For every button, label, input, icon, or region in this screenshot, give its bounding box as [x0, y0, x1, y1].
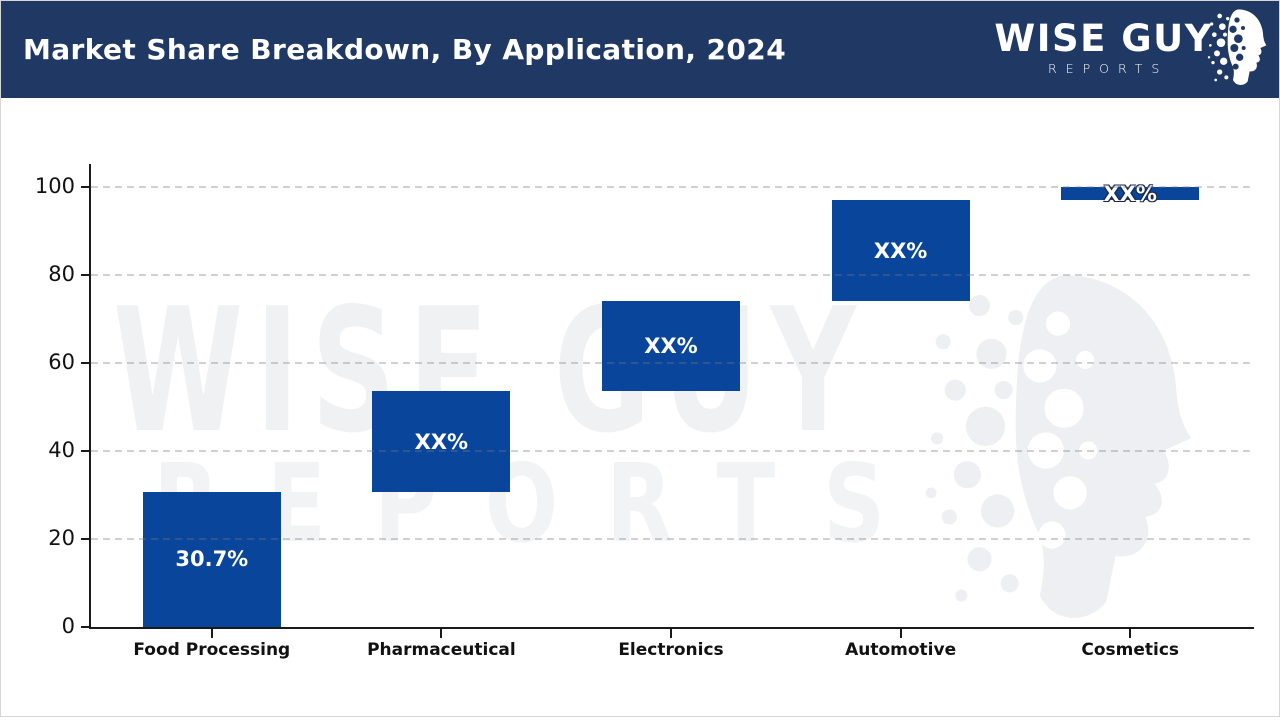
x-axis-tick: [670, 629, 672, 638]
bar-value-label: XX%: [644, 334, 698, 359]
y-tick-label: 100: [34, 174, 75, 198]
x-axis-line: [89, 627, 1254, 629]
header-bar: Market Share Breakdown, By Application, …: [1, 1, 1279, 98]
y-tick-label: 40: [48, 438, 75, 462]
gridline: [91, 274, 1254, 276]
y-axis-tick: [81, 450, 89, 452]
brand-name: WISE GUY: [994, 17, 1213, 60]
y-axis-tick: [81, 186, 89, 188]
bar-value-label: XX%: [414, 429, 469, 454]
y-tick-label: 20: [48, 526, 75, 550]
category-label: Automotive: [845, 640, 957, 660]
y-axis-tick: [81, 362, 89, 364]
gridline: [91, 362, 1254, 364]
gridline: [91, 538, 1254, 540]
brand-dotted-head-icon: [1207, 9, 1267, 85]
category-label: Food Processing: [133, 640, 291, 660]
y-axis-line: [89, 164, 91, 629]
bar-value-label: 30.7%: [175, 547, 249, 572]
y-axis-tick: [81, 274, 89, 276]
bar: XX%: [1061, 182, 1200, 206]
bar-value-label: XX%: [873, 238, 928, 263]
y-axis-tick: [81, 538, 89, 540]
bar: XX%: [372, 391, 511, 492]
y-tick-label: 80: [48, 262, 75, 286]
y-tick-label: 0: [61, 614, 75, 638]
x-axis-tick: [210, 629, 213, 638]
brand-logo-text: WISE GUY REPORTS: [994, 20, 1213, 76]
y-axis-tick: [81, 626, 89, 628]
category-label: Electronics: [618, 640, 724, 660]
y-tick-label: 60: [48, 350, 75, 374]
x-axis-tick: [1129, 629, 1132, 638]
gridline: [91, 186, 1254, 188]
brand-subtitle: REPORTS: [1048, 61, 1169, 76]
bar: XX%: [831, 200, 970, 301]
category-label: Cosmetics: [1081, 640, 1180, 660]
x-axis-tick: [440, 629, 443, 638]
gridline: [91, 450, 1254, 452]
bar-value-label: XX%: [1103, 181, 1157, 206]
bar: XX%: [602, 300, 740, 392]
x-axis-tick: [899, 629, 902, 638]
bar: 30.7%: [142, 491, 281, 627]
page-title: Market Share Breakdown, By Application, …: [23, 33, 787, 66]
category-label: Pharmaceutical: [367, 640, 516, 660]
brand-logo: WISE GUY REPORTS: [994, 6, 1269, 90]
